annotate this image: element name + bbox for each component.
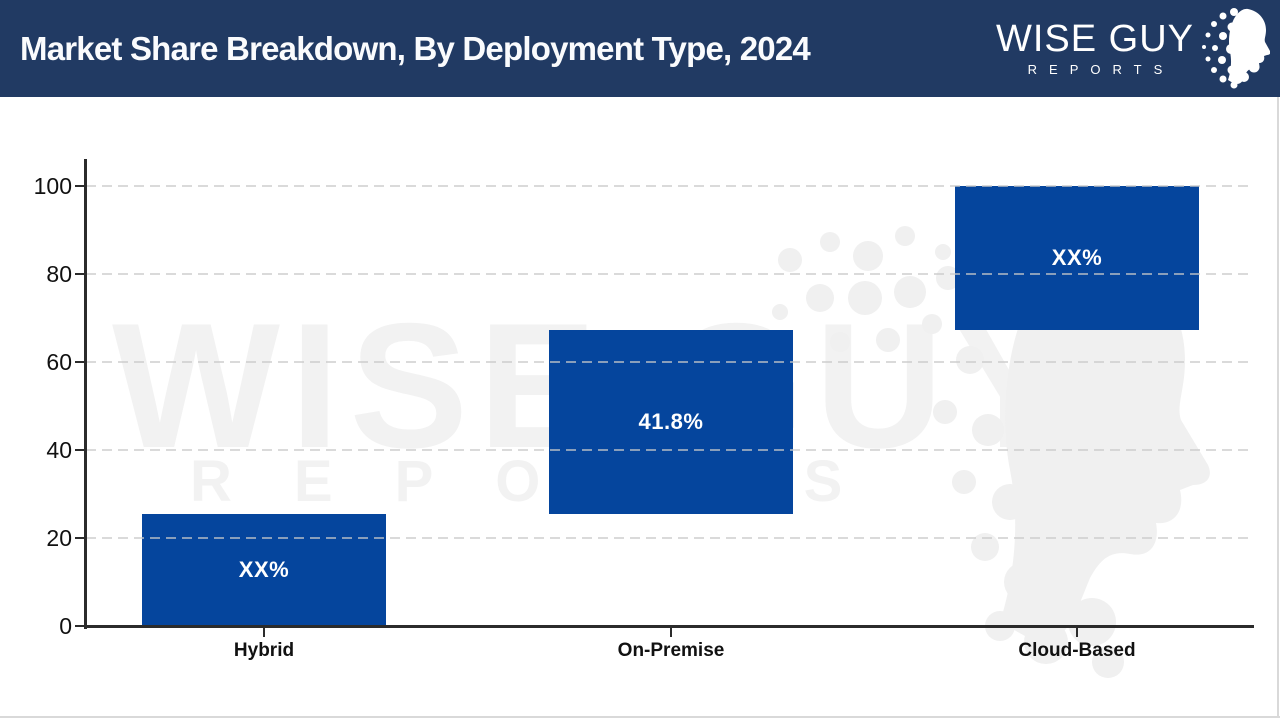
y-axis-line [84, 159, 87, 629]
brand-logo: WISE GUY REPORTS [996, 3, 1270, 94]
right-border-line [1277, 97, 1279, 718]
y-tick-label-20: 20 [46, 525, 72, 551]
gridline-80 [86, 273, 1254, 275]
y-tick-label-80: 80 [46, 261, 72, 287]
y-tick-label-60: 60 [46, 349, 72, 375]
y-tick-mark-20 [75, 537, 84, 539]
x-tick-mark-hybrid [263, 628, 265, 637]
brand-name: WISE GUY [995, 18, 1194, 60]
x-tick-label-cloud-based: Cloud-Based [1018, 640, 1136, 661]
y-tick-mark-40 [75, 449, 84, 451]
gridline-40 [86, 449, 1254, 451]
x-tick-label-hybrid: Hybrid [233, 640, 295, 661]
x-tick-mark-on-premise [670, 628, 672, 637]
y-tick-label-40: 40 [46, 437, 72, 463]
header-bar: Market Share Breakdown, By Deployment Ty… [0, 0, 1280, 97]
logo-dotted-head-icon [1202, 7, 1270, 88]
bar-hybrid: XX% [142, 513, 386, 626]
gridline-60 [86, 361, 1254, 363]
y-tick-mark-60 [75, 361, 84, 363]
bar-on-premise: 41.8% [549, 329, 793, 514]
bar-value-label-hybrid: XX% [238, 556, 290, 582]
gridline-100 [86, 185, 1254, 187]
chart-title: Market Share Breakdown, By Deployment Ty… [20, 29, 811, 67]
brand-tagline: REPORTS [1027, 62, 1175, 77]
x-tick-mark-cloud-based [1076, 628, 1078, 637]
gridline-20 [86, 537, 1254, 539]
brand-logo-text: WISE GUY REPORTS [996, 20, 1194, 77]
y-tick-label-0: 0 [59, 613, 72, 639]
y-tick-label-100: 100 [33, 173, 72, 199]
y-tick-mark-100 [75, 185, 84, 187]
y-tick-mark-0 [75, 625, 84, 627]
x-axis-line [84, 625, 1254, 628]
x-tick-label-on-premise: On-Premise [617, 640, 725, 661]
bottom-border-line [0, 716, 1280, 718]
bar-value-label-on-premise: 41.8% [638, 408, 704, 434]
y-tick-mark-80 [75, 273, 84, 275]
